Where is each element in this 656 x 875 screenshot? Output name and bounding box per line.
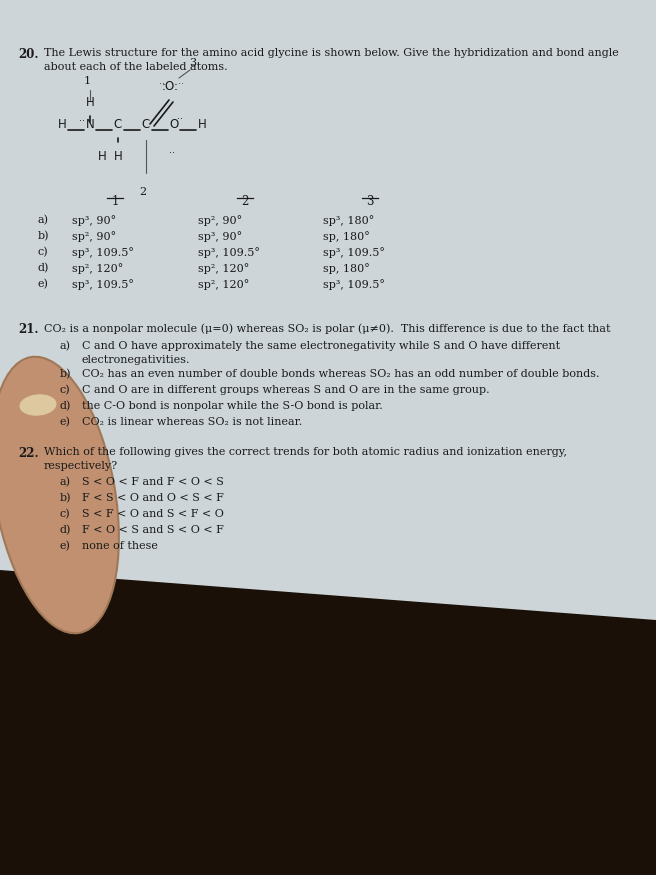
Text: sp³, 109.5°: sp³, 109.5° xyxy=(198,247,260,258)
Text: c): c) xyxy=(38,247,49,257)
Text: sp³, 109.5°: sp³, 109.5° xyxy=(72,279,134,290)
Text: ··: ·· xyxy=(79,116,85,126)
Ellipse shape xyxy=(19,394,57,416)
Text: C: C xyxy=(142,117,150,130)
Text: ··: ·· xyxy=(159,80,165,89)
Text: d): d) xyxy=(38,263,49,273)
Ellipse shape xyxy=(0,357,119,634)
Text: ··: ·· xyxy=(178,80,184,89)
Text: S < O < F and F < O < S: S < O < F and F < O < S xyxy=(82,477,224,487)
Text: S < F < O and S < F < O: S < F < O and S < F < O xyxy=(82,509,224,519)
Text: :O:: :O: xyxy=(161,80,178,93)
Text: 20.: 20. xyxy=(18,48,39,61)
Text: sp², 90°: sp², 90° xyxy=(198,215,242,226)
Text: 3: 3 xyxy=(366,195,374,208)
Text: sp², 90°: sp², 90° xyxy=(72,231,116,242)
Text: ··: ·· xyxy=(177,114,183,124)
Text: ··: ·· xyxy=(169,148,175,158)
Polygon shape xyxy=(0,0,656,620)
Text: the C-O bond is nonpolar while the S-O bond is polar.: the C-O bond is nonpolar while the S-O b… xyxy=(82,401,382,411)
Text: O: O xyxy=(169,117,178,130)
Text: H: H xyxy=(98,150,106,163)
Text: sp³, 109.5°: sp³, 109.5° xyxy=(72,247,134,258)
Text: H: H xyxy=(86,95,94,108)
Text: none of these: none of these xyxy=(82,541,158,551)
Text: The Lewis structure for the amino acid glycine is shown below. Give the hybridiz: The Lewis structure for the amino acid g… xyxy=(44,48,619,58)
Text: sp, 180°: sp, 180° xyxy=(323,231,370,242)
Text: F < O < S and S < O < F: F < O < S and S < O < F xyxy=(82,525,224,535)
Text: a): a) xyxy=(60,341,71,351)
Text: sp³, 109.5°: sp³, 109.5° xyxy=(323,247,385,258)
Text: C: C xyxy=(114,117,122,130)
Text: a): a) xyxy=(60,477,71,487)
Text: C and O are in different groups whereas S and O are in the same group.: C and O are in different groups whereas … xyxy=(82,385,489,395)
Text: F < S < O and O < S < F: F < S < O and O < S < F xyxy=(82,493,224,503)
Text: e): e) xyxy=(38,279,49,290)
Text: b): b) xyxy=(60,493,72,503)
Text: CO₂ is linear whereas SO₂ is not linear.: CO₂ is linear whereas SO₂ is not linear. xyxy=(82,417,302,427)
Text: sp, 180°: sp, 180° xyxy=(323,263,370,274)
Text: 3: 3 xyxy=(190,58,197,68)
Text: sp³, 180°: sp³, 180° xyxy=(323,215,375,226)
Text: sp³, 90°: sp³, 90° xyxy=(198,231,242,242)
Text: 22.: 22. xyxy=(18,447,39,460)
Text: c): c) xyxy=(60,385,71,396)
Text: CO₂ is a nonpolar molecule (μ=0) whereas SO₂ is polar (μ≠0).  This difference is: CO₂ is a nonpolar molecule (μ=0) whereas… xyxy=(44,323,611,333)
Text: about each of the labeled atoms.: about each of the labeled atoms. xyxy=(44,62,228,72)
Text: electronegativities.: electronegativities. xyxy=(82,355,190,365)
Text: C and O have approximately the same electronegativity while S and O have differe: C and O have approximately the same elec… xyxy=(82,341,560,351)
Text: H: H xyxy=(113,150,123,163)
Text: b): b) xyxy=(60,369,72,380)
Text: sp², 120°: sp², 120° xyxy=(72,263,123,274)
Text: sp³, 109.5°: sp³, 109.5° xyxy=(323,279,385,290)
Text: H: H xyxy=(58,117,66,130)
Text: 1: 1 xyxy=(112,195,119,208)
Text: d): d) xyxy=(60,401,72,411)
Text: sp³, 90°: sp³, 90° xyxy=(72,215,116,226)
Text: b): b) xyxy=(38,231,49,242)
Text: sp², 120°: sp², 120° xyxy=(198,279,249,290)
Text: 1: 1 xyxy=(83,76,91,86)
Text: 21.: 21. xyxy=(18,323,39,336)
Text: H: H xyxy=(197,117,207,130)
Text: sp², 120°: sp², 120° xyxy=(198,263,249,274)
Text: 2: 2 xyxy=(140,187,146,197)
Text: e): e) xyxy=(60,417,71,427)
Text: respectively?: respectively? xyxy=(44,461,118,471)
FancyBboxPatch shape xyxy=(0,565,656,875)
Text: d): d) xyxy=(60,525,72,536)
Text: CO₂ has an even number of double bonds whereas SO₂ has an odd number of double b: CO₂ has an even number of double bonds w… xyxy=(82,369,600,379)
Text: a): a) xyxy=(38,215,49,225)
Text: Which of the following gives the correct trends for both atomic radius and ioniz: Which of the following gives the correct… xyxy=(44,447,567,457)
Text: e): e) xyxy=(60,541,71,551)
Text: N: N xyxy=(86,117,94,130)
Text: c): c) xyxy=(60,509,71,519)
Text: 2: 2 xyxy=(241,195,249,208)
